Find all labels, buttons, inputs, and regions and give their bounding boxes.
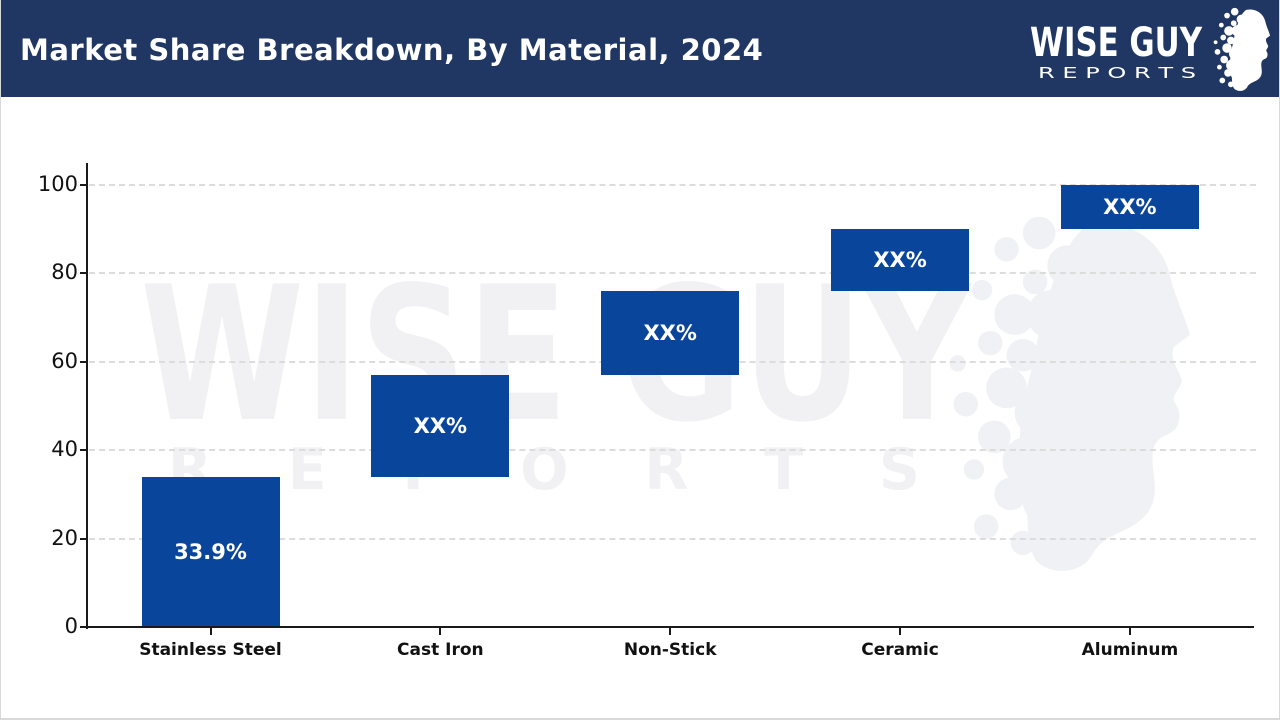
y-tick-mark-80: [80, 272, 87, 275]
bar-value-label: 33.9%: [174, 540, 247, 565]
x-category-label-0: Stainless Steel: [139, 640, 282, 660]
y-tick-mark-20: [80, 537, 87, 540]
x-tick-mark-3: [899, 628, 902, 635]
gridline-80: [89, 272, 1256, 275]
header-bar: Market Share Breakdown, By Material, 202…: [0, 0, 1280, 97]
x-category-label-4: Aluminum: [1081, 640, 1179, 660]
x-category-label-2: Non-Stick: [623, 640, 717, 660]
y-tick-label-0: 0: [64, 614, 78, 638]
y-tick-mark-100: [80, 184, 87, 186]
bar-value-label: XX%: [873, 248, 927, 273]
bar-value-label: XX%: [643, 321, 697, 346]
chart-area: WISE GUY R E P O R T S 0 20 40 60 80 100 33.9%…: [0, 97, 1280, 720]
y-tick-label-80: 80: [51, 260, 78, 285]
logo-subtext: R E P O R T S: [1038, 64, 1196, 82]
bar-aluminum: XX%: [1060, 185, 1199, 230]
x-tick-mark-0: [209, 628, 212, 635]
y-tick-mark-40: [80, 449, 87, 452]
x-axis-line: [86, 626, 1254, 628]
logo-head-icon: [1213, 7, 1271, 91]
x-tick-mark-4: [1128, 628, 1131, 635]
bar-value-label: XX%: [413, 414, 468, 439]
gridline-40: [89, 449, 1256, 452]
gridline-20: [89, 537, 1256, 540]
y-tick-label-100: 100: [37, 172, 78, 196]
gridline-100: [89, 184, 1256, 186]
x-category-label-3: Ceramic: [861, 640, 939, 660]
bar-stainless-steel: 33.9%: [141, 477, 280, 627]
logo-wordmark: WISE GUY: [1030, 20, 1203, 66]
bar-ceramic: XX%: [831, 229, 970, 292]
y-tick-label-60: 60: [51, 348, 78, 373]
x-tick-mark-1: [439, 628, 442, 635]
y-tick-label-40: 40: [51, 437, 78, 462]
y-axis-line: [86, 163, 88, 629]
page-title: Market Share Breakdown, By Material, 202…: [20, 33, 764, 67]
y-tick-label-20: 20: [51, 525, 78, 550]
x-tick-mark-2: [669, 628, 672, 635]
x-category-label-1: Cast Iron: [397, 640, 484, 660]
y-tick-mark-60: [80, 360, 87, 363]
y-tick-mark-0: [80, 626, 87, 628]
wise-guy-logo: WISE GUY R E P O R T S: [1030, 7, 1271, 91]
bar-cast-iron: XX%: [371, 375, 510, 478]
bar-non-stick: XX%: [601, 291, 740, 376]
bar-value-label: XX%: [1103, 195, 1157, 220]
